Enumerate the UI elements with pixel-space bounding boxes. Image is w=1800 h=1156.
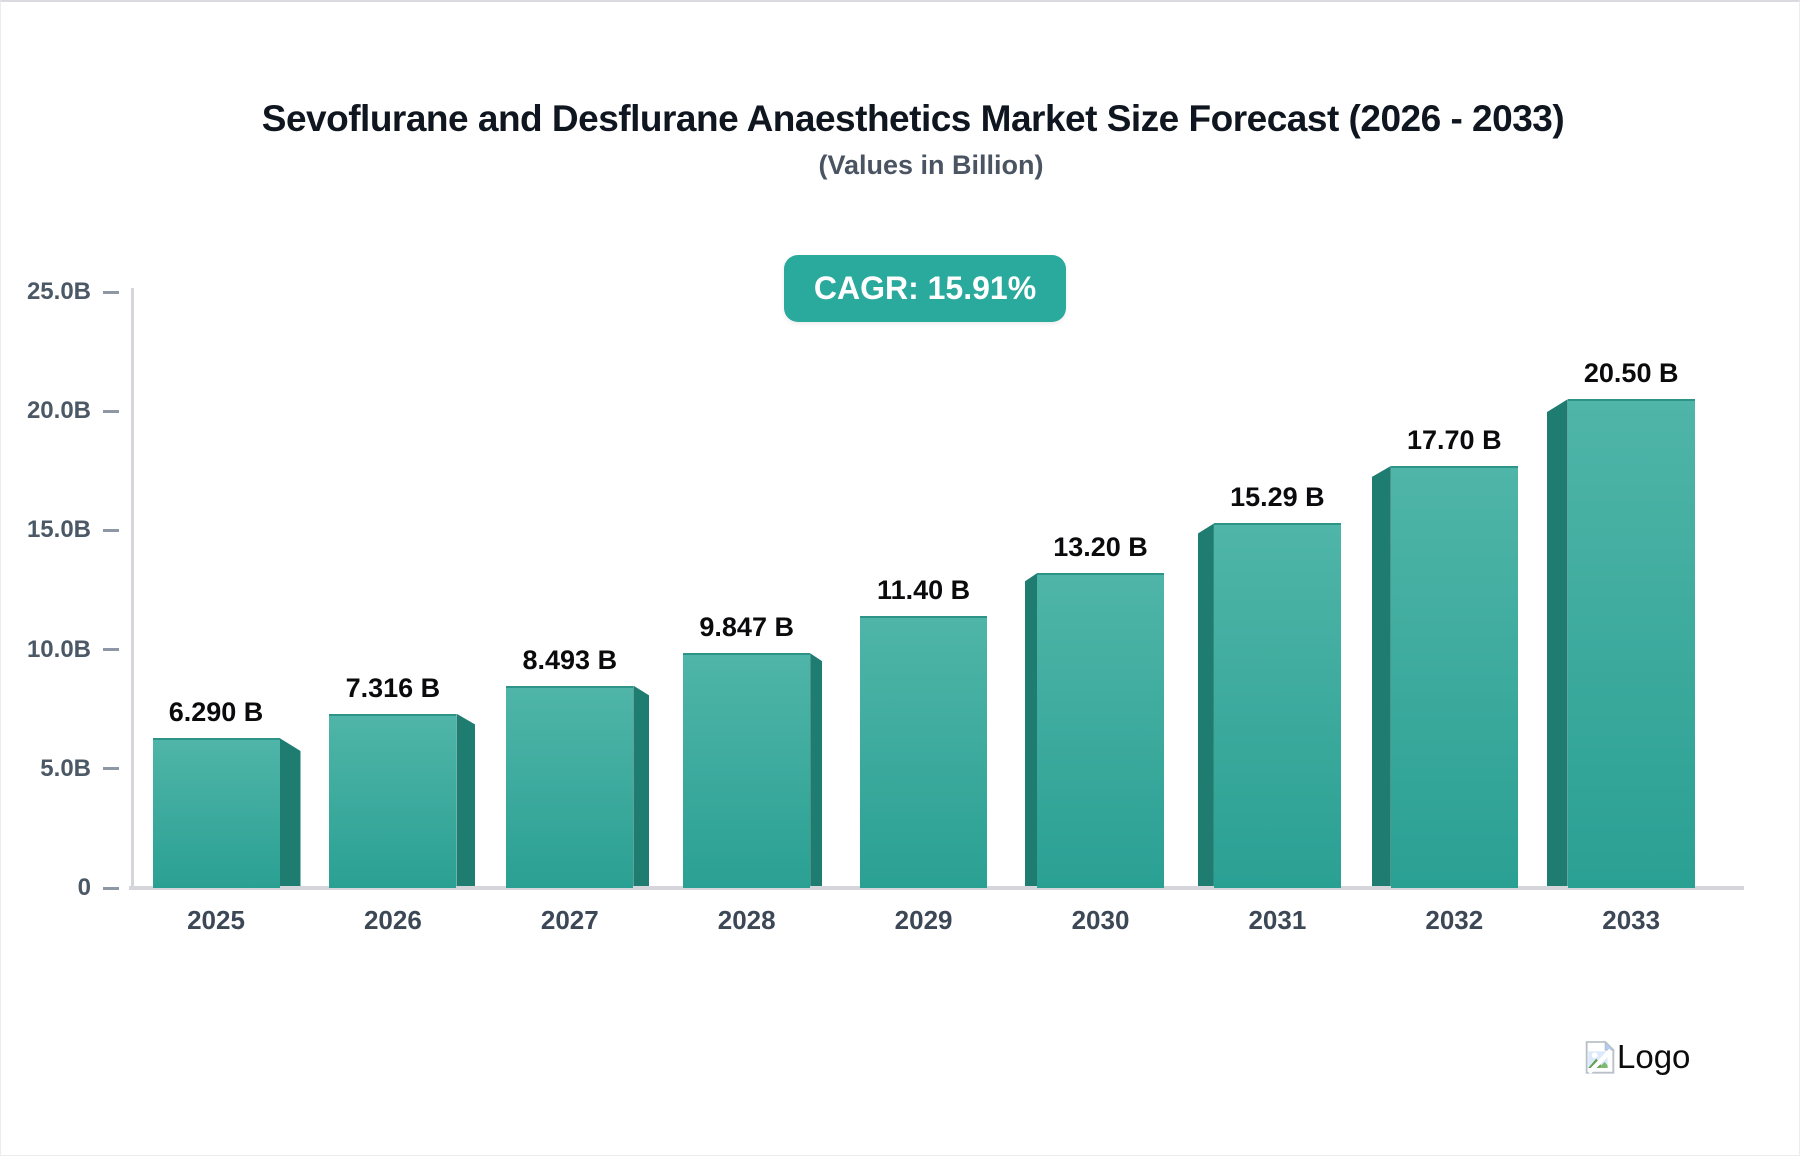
bar-side-shadow [1546, 399, 1568, 886]
chart-subtitle: (Values in Billion) [818, 150, 1044, 180]
x-axis-label: 2029 [894, 905, 953, 935]
bar-value-label: 15.29 B [1230, 482, 1325, 513]
y-axis-tick-mark [103, 767, 119, 771]
bar-value-label: 17.70 B [1407, 425, 1502, 456]
y-axis-tick-label: 20.0B [26, 397, 91, 425]
bar-side-shadow [1371, 466, 1391, 886]
bar-side-shadow [1197, 523, 1214, 886]
bar-value-label: 7.316 B [345, 672, 441, 703]
x-axis-label: 2033 [1602, 905, 1661, 935]
y-axis-tick-mark [103, 648, 119, 652]
y-axis-line [131, 288, 134, 888]
x-axis-label: 2027 [540, 905, 599, 935]
y-axis-tick-label: 5.0B [40, 754, 91, 782]
bar-2027 [506, 685, 634, 888]
bar-side-shadow [810, 653, 823, 886]
y-axis-tick-label: 25.0B [26, 278, 91, 305]
x-axis-label: 2028 [717, 905, 776, 935]
bar-2026 [329, 713, 457, 888]
bar-value-label: 8.493 B [522, 644, 618, 675]
y-axis-tick-label: 0 [77, 874, 91, 901]
bar-2025 [152, 738, 280, 888]
y-axis-tick-mark [103, 528, 119, 532]
y-axis-tick-mark [103, 409, 119, 413]
x-axis-label: 2025 [187, 905, 245, 935]
bar-value-label: 13.20 B [1053, 532, 1148, 563]
bar-value-label: 11.40 B [877, 575, 971, 606]
x-axis-label: 2030 [1071, 905, 1130, 935]
y-axis-tick-label: 15.0B [26, 516, 91, 544]
bar-side-shadow [633, 685, 650, 886]
x-axis-line [129, 886, 1744, 890]
x-axis-label: 2031 [1248, 905, 1307, 935]
y-axis-tick-mark [103, 886, 119, 890]
logo-text: Logo [1617, 1038, 1691, 1075]
cagr-badge: CAGR: 15.91% [784, 255, 1066, 322]
x-axis-label: 2026 [363, 905, 422, 935]
bar-value-label: 6.290 B [168, 697, 264, 728]
x-axis-label: 2032 [1425, 905, 1484, 935]
chart-title: Sevoflurane and Desflurane Anaesthetics … [261, 98, 1565, 139]
bar-side-shadow [1025, 573, 1037, 886]
bar-2029 [860, 616, 988, 888]
broken-image-icon [1585, 1040, 1615, 1074]
y-axis-tick-mark [103, 290, 119, 294]
bar-value-label: 20.50 B [1583, 358, 1679, 389]
bar-2032 [1390, 466, 1518, 888]
bar-2033 [1567, 399, 1695, 888]
bar-side-shadow [279, 738, 301, 886]
bar-value-label: 9.847 B [699, 612, 794, 643]
bar-2028 [683, 653, 811, 888]
logo-block: Logo [1584, 1038, 1690, 1076]
bar-2031 [1213, 523, 1341, 888]
bar-side-shadow [456, 713, 476, 886]
bar-2030 [1037, 573, 1164, 888]
y-axis-tick-label: 10.0B [26, 635, 91, 663]
